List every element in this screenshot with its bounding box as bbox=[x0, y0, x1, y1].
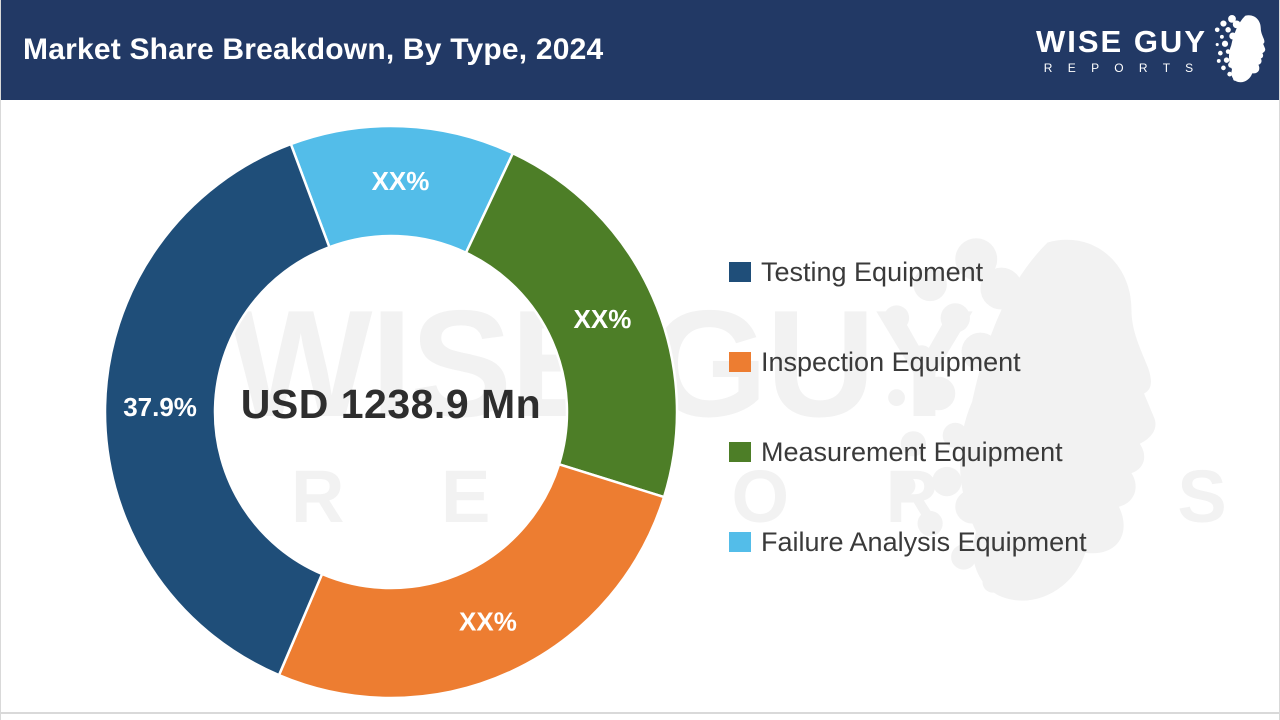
slice-label: XX% bbox=[372, 166, 430, 196]
brand-face-icon bbox=[1214, 15, 1266, 83]
donut-chart: XX% XX% XX% 37.9% bbox=[103, 124, 679, 700]
brand-subtitle: R E P O R T S bbox=[1043, 61, 1200, 75]
brand-logo: WISE GUY R E P O R T S bbox=[1036, 8, 1267, 92]
slice-label: XX% bbox=[574, 304, 632, 334]
legend: Testing Equipment Inspection Equipment Mea… bbox=[729, 256, 1087, 618]
brand-logo-text: WISE GUY R E P O R T S bbox=[1036, 26, 1207, 74]
chart-center-value: USD 1238.9 Mn bbox=[240, 381, 542, 427]
legend-swatch bbox=[729, 352, 751, 372]
legend-item: Testing Equipment bbox=[729, 256, 1087, 287]
legend-label: Failure Analysis Equipment bbox=[761, 526, 1087, 557]
donut-slice-inspection-equipment bbox=[277, 462, 666, 700]
legend-label: Measurement Equipment bbox=[761, 436, 1063, 467]
page-title: Market Share Breakdown, By Type, 2024 bbox=[23, 33, 604, 66]
header: Market Share Breakdown, By Type, 2024 WI… bbox=[1, 0, 1279, 100]
slice-label: 37.9% bbox=[123, 392, 197, 422]
chart-area: WISE GUY R E P O R T S XX% XX% XX% 37.9% US… bbox=[1, 100, 1279, 714]
donut-slice-testing-equipment bbox=[103, 142, 331, 677]
legend-label: Inspection Equipment bbox=[761, 346, 1021, 377]
legend-item: Inspection Equipment bbox=[729, 346, 1087, 377]
legend-item: Measurement Equipment bbox=[729, 436, 1087, 467]
legend-item: Failure Analysis Equipment bbox=[729, 526, 1087, 557]
legend-swatch bbox=[729, 262, 751, 282]
legend-label: Testing Equipment bbox=[761, 256, 984, 287]
legend-swatch bbox=[729, 532, 751, 552]
legend-swatch bbox=[729, 442, 751, 462]
slice-label: XX% bbox=[459, 607, 517, 637]
donut-slice-measurement-equipment bbox=[464, 151, 679, 499]
brand-name: WISE GUY bbox=[1035, 24, 1207, 59]
